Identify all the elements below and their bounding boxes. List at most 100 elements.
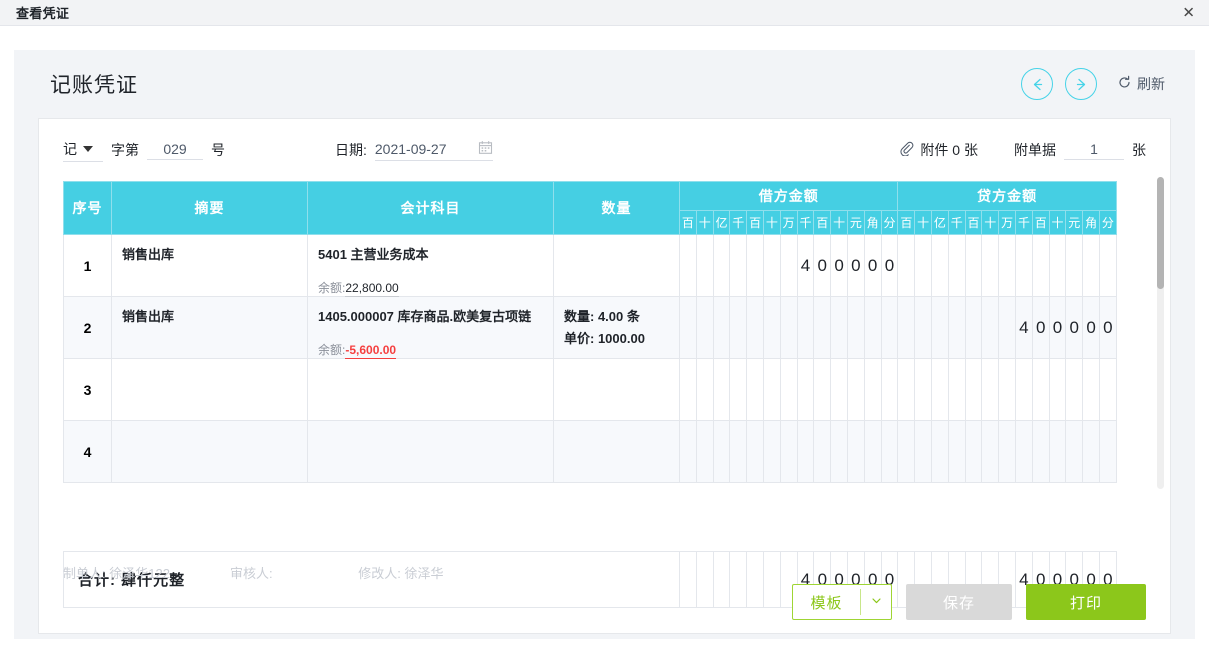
- debit-digit-cell[interactable]: [695, 296, 714, 359]
- row-subject-cell[interactable]: [307, 358, 554, 421]
- credit-digit-cell[interactable]: [1031, 420, 1050, 483]
- row-quantity-cell[interactable]: 数量: 4.00 条单价: 1000.00: [553, 296, 680, 359]
- credit-digit-cell[interactable]: [1065, 234, 1084, 297]
- row-subject-cell[interactable]: 5401 主营业务成本 余额:22,800.00: [307, 234, 554, 297]
- credit-digit-cell[interactable]: [931, 296, 949, 359]
- debit-digit-cell[interactable]: [729, 551, 748, 608]
- debit-digit-cell[interactable]: [830, 296, 848, 359]
- debit-digit-cell[interactable]: 0: [863, 234, 882, 297]
- credit-digit-cell[interactable]: [1048, 358, 1067, 421]
- credit-digit-cell[interactable]: [1015, 358, 1033, 421]
- credit-digit-cell[interactable]: [981, 420, 1000, 483]
- debit-digit-cell[interactable]: [729, 420, 748, 483]
- credit-digit-cell[interactable]: [1082, 234, 1100, 297]
- credit-digit-cell[interactable]: [947, 234, 966, 297]
- debit-digit-cell[interactable]: [746, 296, 764, 359]
- debit-digit-cell[interactable]: 0: [846, 234, 865, 297]
- debit-digit-cell[interactable]: [746, 234, 764, 297]
- credit-digit-cell[interactable]: [998, 296, 1016, 359]
- credit-digit-cell[interactable]: [964, 234, 983, 297]
- credit-digit-cell[interactable]: [998, 420, 1016, 483]
- debit-digit-cell[interactable]: [679, 358, 697, 421]
- credit-digit-cell[interactable]: [1048, 420, 1067, 483]
- credit-digit-cell[interactable]: [981, 234, 1000, 297]
- credit-digit-cell[interactable]: 0: [1031, 296, 1050, 359]
- credit-digit-cell[interactable]: [931, 420, 949, 483]
- credit-digit-cell[interactable]: 0: [1082, 296, 1100, 359]
- voucher-date-input[interactable]: 2021-09-27: [374, 140, 493, 161]
- credit-digit-cell[interactable]: [897, 234, 916, 297]
- debit-digit-cell[interactable]: [846, 296, 865, 359]
- debit-digit-cell[interactable]: [712, 296, 731, 359]
- credit-digit-cell[interactable]: [897, 420, 916, 483]
- debit-digit-cell[interactable]: [762, 358, 781, 421]
- row-summary-cell[interactable]: 销售出库: [111, 234, 308, 297]
- credit-digit-cell[interactable]: [964, 296, 983, 359]
- credit-digit-cell[interactable]: [964, 420, 983, 483]
- credit-digit-cell[interactable]: 0: [1048, 296, 1067, 359]
- save-button[interactable]: 保存: [906, 584, 1012, 620]
- row-quantity-cell[interactable]: [553, 420, 680, 483]
- debit-digit-cell[interactable]: [712, 358, 731, 421]
- credit-digit-cell[interactable]: [1082, 358, 1100, 421]
- credit-digit-cell[interactable]: [1098, 358, 1117, 421]
- vertical-scrollbar[interactable]: [1157, 177, 1164, 489]
- debit-digit-cell[interactable]: [679, 551, 697, 608]
- credit-digit-cell[interactable]: [981, 358, 1000, 421]
- document-count-input[interactable]: 1: [1064, 141, 1124, 160]
- row-subject-cell[interactable]: [307, 420, 554, 483]
- print-button[interactable]: 打印: [1026, 584, 1146, 620]
- debit-digit-cell[interactable]: [846, 358, 865, 421]
- debit-digit-cell[interactable]: [762, 296, 781, 359]
- credit-digit-cell[interactable]: [1015, 234, 1033, 297]
- row-summary-cell[interactable]: [111, 358, 308, 421]
- credit-digit-cell[interactable]: 0: [1065, 296, 1084, 359]
- debit-digit-cell[interactable]: [746, 358, 764, 421]
- template-button[interactable]: 模板: [792, 584, 892, 620]
- credit-digit-cell[interactable]: [947, 358, 966, 421]
- refresh-button[interactable]: 刷新: [1117, 74, 1165, 94]
- debit-digit-cell[interactable]: [679, 420, 697, 483]
- debit-digit-cell[interactable]: [830, 420, 848, 483]
- debit-digit-cell[interactable]: [729, 296, 748, 359]
- credit-digit-cell[interactable]: [914, 234, 933, 297]
- credit-digit-cell[interactable]: [1065, 358, 1084, 421]
- debit-digit-cell[interactable]: [830, 358, 848, 421]
- credit-digit-cell[interactable]: [1048, 234, 1067, 297]
- debit-digit-cell[interactable]: [779, 358, 798, 421]
- voucher-word-select[interactable]: 记: [63, 139, 103, 162]
- attachment-button[interactable]: 附件 0 张: [899, 140, 978, 160]
- credit-digit-cell[interactable]: 4: [1015, 296, 1033, 359]
- prev-voucher-button[interactable]: [1021, 68, 1053, 100]
- debit-digit-cell[interactable]: [796, 420, 815, 483]
- debit-digit-cell[interactable]: [796, 296, 815, 359]
- debit-digit-cell[interactable]: [863, 358, 882, 421]
- debit-digit-cell[interactable]: [729, 234, 748, 297]
- debit-digit-cell[interactable]: [779, 234, 798, 297]
- credit-digit-cell[interactable]: [1098, 234, 1117, 297]
- next-voucher-button[interactable]: [1065, 68, 1097, 100]
- debit-digit-cell[interactable]: [746, 420, 764, 483]
- credit-digit-cell[interactable]: [914, 420, 933, 483]
- credit-digit-cell[interactable]: [1015, 420, 1033, 483]
- vertical-scrollbar-thumb[interactable]: [1157, 177, 1164, 289]
- credit-digit-cell[interactable]: [914, 358, 933, 421]
- credit-digit-cell[interactable]: [964, 358, 983, 421]
- credit-digit-cell[interactable]: [1031, 358, 1050, 421]
- credit-digit-cell[interactable]: [931, 234, 949, 297]
- credit-digit-cell[interactable]: [998, 234, 1016, 297]
- row-quantity-cell[interactable]: [553, 234, 680, 297]
- debit-digit-cell[interactable]: [880, 296, 899, 359]
- debit-digit-cell[interactable]: [863, 296, 882, 359]
- debit-digit-cell[interactable]: 0: [813, 234, 832, 297]
- debit-digit-cell[interactable]: [679, 234, 697, 297]
- debit-digit-cell[interactable]: [880, 358, 899, 421]
- voucher-number-input[interactable]: 029: [147, 141, 203, 160]
- credit-digit-cell[interactable]: [998, 358, 1016, 421]
- debit-digit-cell[interactable]: 0: [880, 234, 899, 297]
- debit-digit-cell[interactable]: 0: [830, 234, 848, 297]
- debit-digit-cell[interactable]: [813, 296, 832, 359]
- credit-digit-cell[interactable]: 0: [1098, 296, 1117, 359]
- debit-digit-cell[interactable]: [846, 420, 865, 483]
- debit-digit-cell[interactable]: [712, 234, 731, 297]
